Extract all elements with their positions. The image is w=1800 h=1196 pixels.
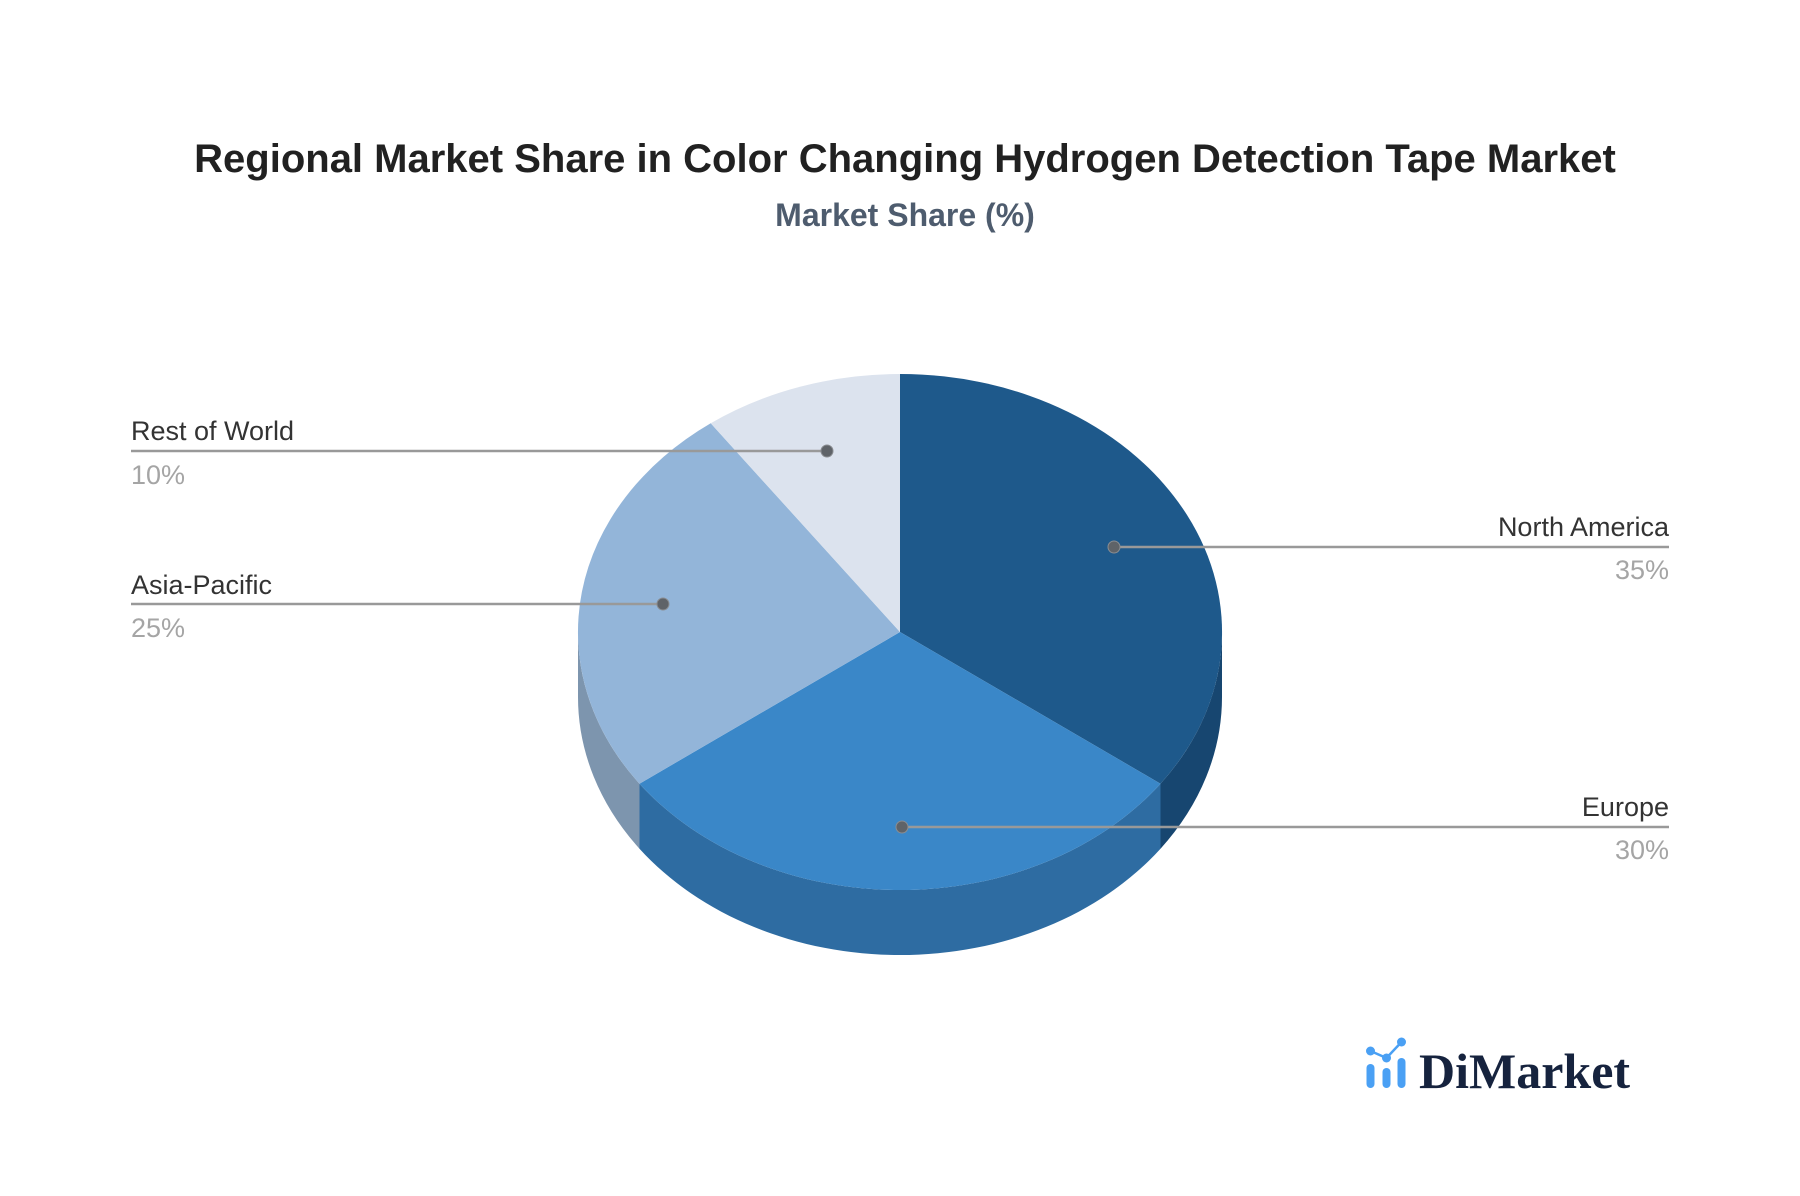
logo-wordmark: DiMarket	[1419, 1043, 1630, 1099]
chart-title: Regional Market Share in Color Changing …	[194, 137, 1616, 181]
label-group-north-america: North America 35%	[1107, 512, 1670, 585]
pie-slice-rest-of-world[interactable]	[710, 374, 900, 632]
slice-label-asia-pacific: Asia-Pacific	[131, 570, 272, 600]
leader-dot-asia-pacific	[656, 597, 670, 611]
brand-logo: DiMarket	[1366, 1037, 1630, 1099]
pie-slice-side-north-america	[1160, 632, 1222, 849]
leader-dot-europe	[895, 820, 909, 834]
pie-slice-asia-pacific[interactable]	[577, 423, 900, 784]
chart-subtitle: Market Share (%)	[775, 197, 1035, 233]
logo-bar-1	[1366, 1064, 1375, 1088]
pie-slice-side-asia-pacific	[578, 632, 640, 849]
leader-dot-rest-of-world	[820, 444, 834, 458]
logo-dot-3	[1397, 1037, 1406, 1047]
bar-chart-logo-icon	[1366, 1037, 1406, 1088]
logo-dot-2	[1382, 1053, 1391, 1063]
label-group-europe: Europe 30%	[895, 792, 1669, 865]
logo-dot-1	[1366, 1046, 1375, 1056]
logo-bar-3	[1397, 1058, 1406, 1088]
pie-slice-europe[interactable]	[639, 632, 1161, 891]
label-group-asia-pacific: Asia-Pacific 25%	[131, 570, 670, 643]
pie-slices	[577, 374, 1223, 891]
pie-3d-depth	[578, 632, 1222, 956]
slice-pct-rest-of-world: 10%	[131, 460, 185, 490]
slice-pct-north-america: 35%	[1615, 555, 1669, 585]
slice-pct-asia-pacific: 25%	[131, 613, 185, 643]
pie-slice-side-europe	[639, 783, 1161, 956]
slice-label-europe: Europe	[1582, 792, 1669, 822]
slice-pct-europe: 30%	[1615, 835, 1669, 865]
logo-bar-2	[1382, 1068, 1391, 1088]
slice-label-rest-of-world: Rest of World	[131, 416, 294, 446]
pie-slice-north-america[interactable]	[900, 374, 1223, 784]
label-group-rest-of-world: Rest of World 10%	[131, 416, 834, 490]
slice-label-north-america: North America	[1498, 512, 1670, 542]
leader-dot-north-america	[1107, 540, 1121, 554]
